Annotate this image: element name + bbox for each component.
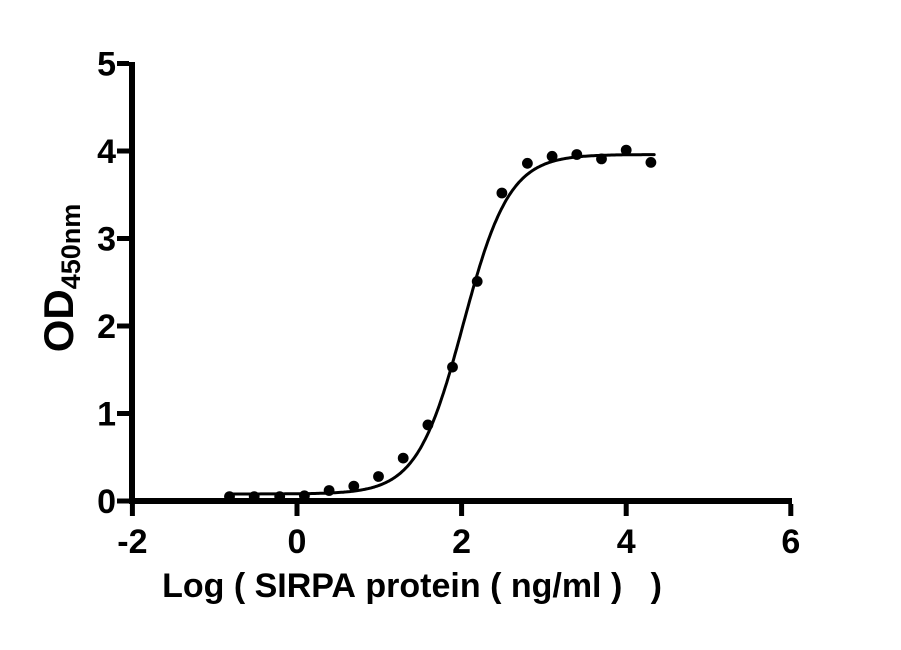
data-point [422, 419, 434, 431]
data-point [397, 452, 409, 464]
data-point [522, 157, 533, 169]
x-tick-label: 2 [452, 523, 471, 561]
data-point [447, 361, 458, 373]
data-point [571, 149, 583, 160]
x-tick-label: 6 [781, 523, 800, 561]
data-point [596, 153, 607, 165]
y-tick-label: 2 [97, 308, 116, 346]
y-tick-label: 4 [97, 133, 116, 171]
x-tick-label: 0 [288, 523, 307, 561]
y-tick-label: 5 [97, 46, 116, 84]
data-point [348, 480, 360, 492]
y-tick-label: 0 [97, 483, 116, 521]
data-point [496, 187, 508, 199]
x-tick-label: 4 [617, 523, 636, 561]
data-point [620, 144, 632, 156]
x-tick-label: -2 [117, 523, 147, 561]
y-tick-label: 1 [97, 396, 116, 434]
y-tick-label: 3 [97, 221, 116, 259]
x-axis-title: Log ( SIRPA protein ( ng/ml ) ) [162, 567, 662, 605]
data-points-layer [224, 144, 657, 502]
data-point [645, 157, 657, 168]
data-point [546, 150, 558, 162]
fit-curve [228, 153, 656, 496]
data-point [323, 485, 335, 496]
axes-layer [117, 61, 794, 516]
fit-curve-layer [228, 153, 656, 496]
y-axis-title: OD450nm [35, 204, 86, 353]
data-point [471, 276, 483, 287]
data-point [373, 471, 384, 482]
